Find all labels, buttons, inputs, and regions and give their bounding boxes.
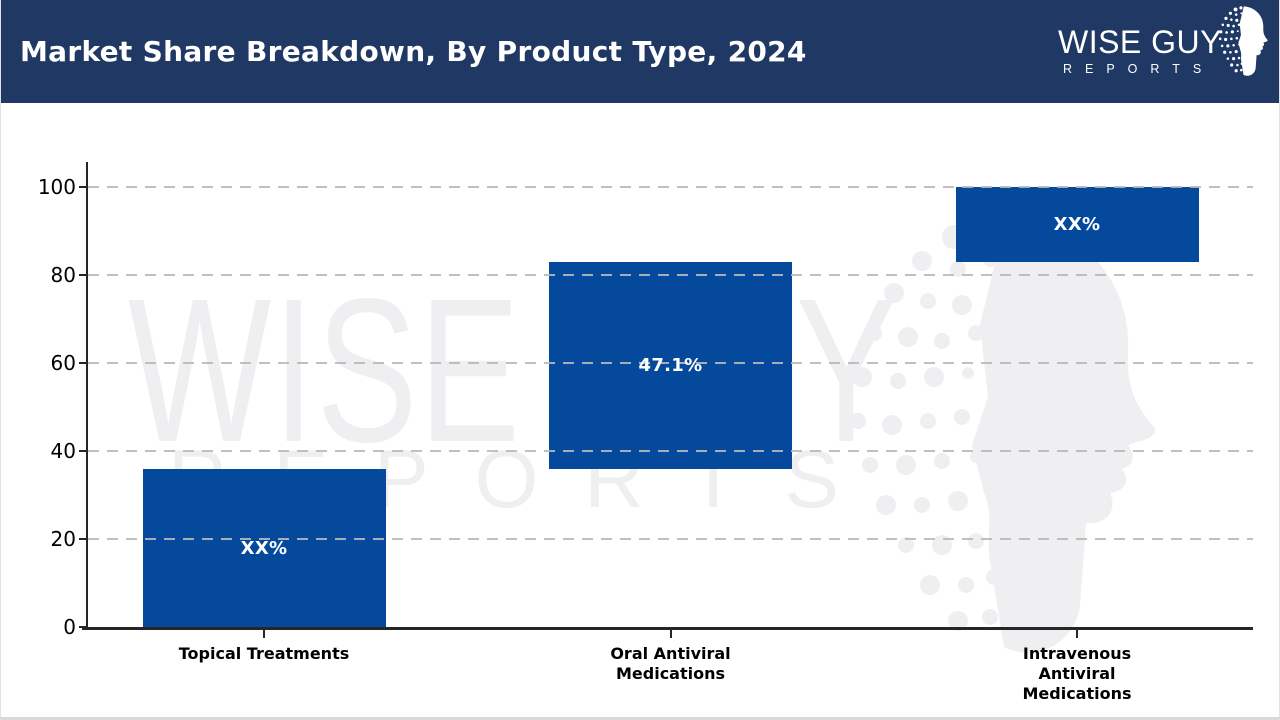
- y-tick-label: 60: [50, 351, 76, 375]
- x-tick-mark: [669, 630, 672, 638]
- bar-value-label: XX%: [240, 537, 288, 559]
- y-tick-mark: [79, 274, 88, 276]
- x-tick-mark: [1076, 630, 1078, 638]
- y-tick-label: 0: [63, 615, 76, 639]
- x-category-label: Topical Treatments: [94, 644, 434, 664]
- logo-text: WISE GUY REPORTS: [1058, 25, 1222, 76]
- brand-logo: WISE GUY REPORTS: [1058, 5, 1272, 88]
- x-category-label-line: Antiviral: [1038, 664, 1116, 683]
- logo-subtext: REPORTS: [1062, 62, 1215, 76]
- gridline: [88, 450, 1253, 452]
- x-category-label-line: Medications: [615, 664, 726, 683]
- bar-value-label: 47.1%: [638, 355, 703, 377]
- bar-segment: [549, 262, 792, 470]
- y-tick-mark: [79, 186, 88, 188]
- y-tick-mark: [79, 450, 88, 452]
- y-tick-label: 40: [50, 439, 76, 463]
- x-category-label-line: Oral Antiviral: [610, 644, 731, 663]
- gridline: [88, 362, 1253, 364]
- x-axis-line: [82, 627, 1253, 630]
- x-category-label-line: Intravenous: [1022, 644, 1132, 663]
- logo-face-icon: [1218, 6, 1268, 76]
- page-title: Market Share Breakdown, By Product Type,…: [20, 35, 807, 68]
- x-category-label-line: Medications: [1022, 684, 1132, 703]
- chart-canvas: WISE GUY REPORTS 0 20 40 60 80 100 XX% Topical …: [0, 103, 1280, 720]
- bar-chart: 0 20 40 60 80 100 XX% Topical Treatments 47.1% Or…: [0, 103, 1280, 720]
- x-category-label-line: Topical Treatments: [178, 644, 350, 663]
- x-tick-mark: [263, 630, 265, 638]
- y-tick-label: 100: [37, 175, 76, 199]
- x-category-label: Oral Antiviral Medications: [501, 644, 841, 684]
- gridline: [88, 274, 1253, 276]
- header: Market Share Breakdown, By Product Type,…: [0, 0, 1280, 103]
- y-tick-mark: [79, 538, 88, 540]
- y-tick-label: 20: [50, 527, 76, 551]
- logo-wordmark: WISE GUY: [1057, 24, 1222, 60]
- bar-segment: [142, 469, 386, 627]
- gridline: [88, 538, 1253, 540]
- y-axis-line: [86, 162, 88, 630]
- y-tick-mark: [79, 362, 88, 364]
- y-tick-label: 80: [50, 263, 76, 287]
- bar-value-label: XX%: [1053, 214, 1101, 236]
- x-category-label: Intravenous Antiviral Medications: [907, 644, 1247, 704]
- gridline: [88, 186, 1253, 188]
